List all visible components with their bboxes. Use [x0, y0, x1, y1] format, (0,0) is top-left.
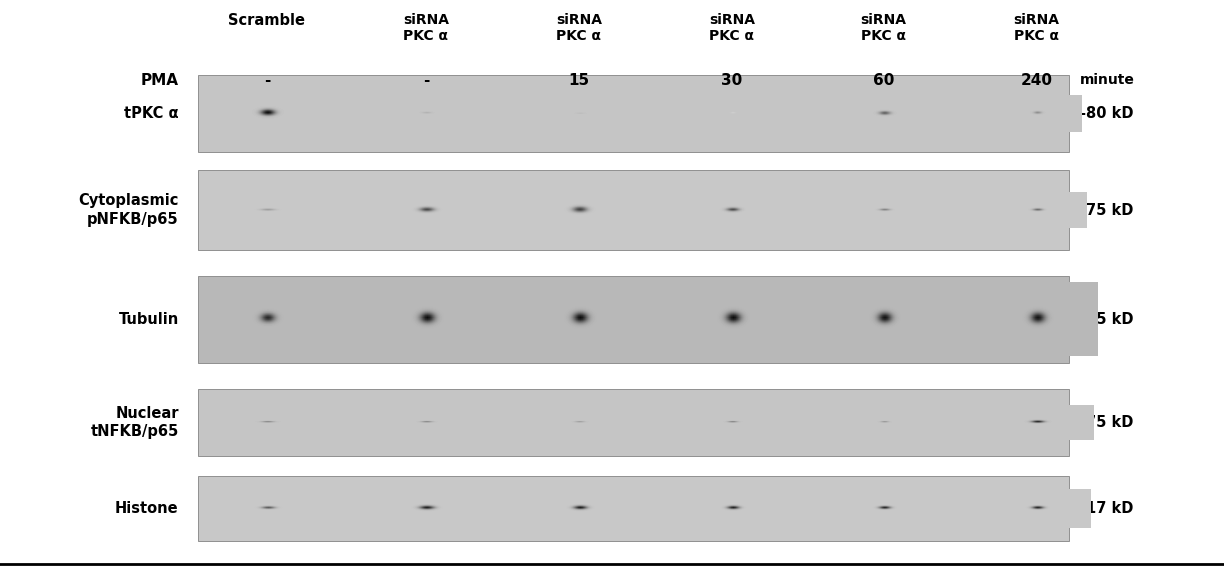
Text: 240: 240	[1021, 73, 1053, 88]
Text: -55 kD: -55 kD	[1080, 312, 1133, 327]
Text: siRNA
PKC α: siRNA PKC α	[403, 13, 449, 43]
Text: siRNA
PKC α: siRNA PKC α	[1013, 13, 1060, 43]
Text: Nuclear
tNFKB/p65: Nuclear tNFKB/p65	[91, 406, 179, 439]
Text: -: -	[263, 73, 271, 88]
Bar	[198, 389, 1069, 456]
Bar	[198, 476, 1069, 541]
Text: -: -	[422, 73, 430, 88]
Text: 15: 15	[568, 73, 590, 88]
Text: siRNA
PKC α: siRNA PKC α	[556, 13, 602, 43]
Text: -75 kD: -75 kD	[1080, 203, 1133, 218]
Text: Histone: Histone	[115, 501, 179, 516]
Text: -80 kD: -80 kD	[1080, 106, 1133, 121]
Bar	[198, 276, 1069, 363]
Text: minute: minute	[1080, 73, 1135, 87]
Text: 30: 30	[721, 73, 743, 88]
Text: Tubulin: Tubulin	[119, 312, 179, 327]
Text: -75 kD: -75 kD	[1080, 415, 1133, 430]
Text: Scramble: Scramble	[229, 13, 305, 28]
Text: siRNA
PKC α: siRNA PKC α	[709, 13, 755, 43]
Text: -17 kD: -17 kD	[1080, 501, 1133, 516]
Text: 60: 60	[873, 73, 895, 88]
Bar	[198, 75, 1069, 152]
Bar	[198, 170, 1069, 250]
Text: PMA: PMA	[141, 73, 179, 88]
Text: Cytoplasmic
pNFKB/p65: Cytoplasmic pNFKB/p65	[78, 193, 179, 227]
Text: siRNA
PKC α: siRNA PKC α	[860, 13, 907, 43]
Text: tPKC α: tPKC α	[124, 106, 179, 121]
